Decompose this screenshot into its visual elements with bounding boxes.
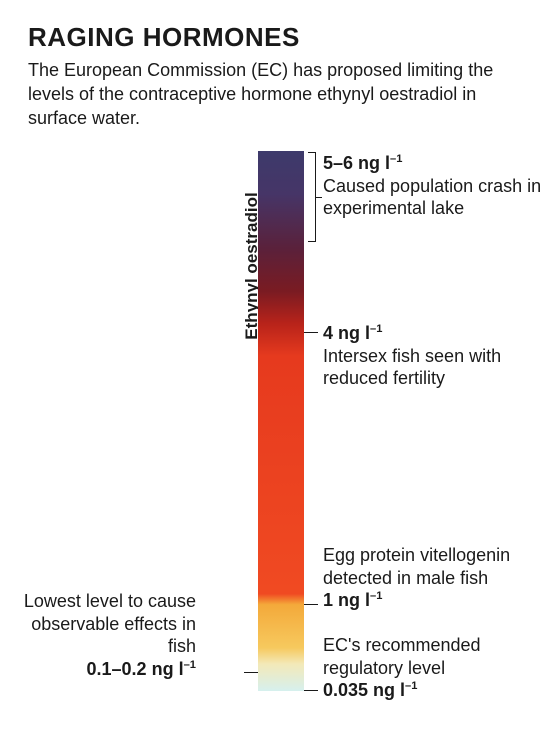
annotation-desc: Caused population crash in experimental … (323, 176, 541, 219)
annotation-lowest-effect: Lowest level to cause observable effects… (0, 590, 196, 680)
range-bracket-5-6 (308, 152, 316, 242)
concentration-scale-chart: Ethynyl oestradiol (nanograms per litre;… (28, 148, 516, 708)
annotation-value: 0.035 ng l–1 (323, 680, 417, 700)
bracket-stub (316, 197, 322, 198)
page-title: RAGING HORMONES (28, 22, 516, 53)
annotation-vitellogenin: Egg protein vitellogenin detected in mal… (323, 544, 543, 612)
annotation-ec-limit: EC's recommended regulatory level 0.035 … (323, 634, 523, 702)
annotation-desc: EC's recommended regulatory level (323, 635, 481, 678)
tick-4ng (304, 332, 318, 333)
tick-0.035ng (304, 690, 318, 691)
annotation-desc: Egg protein vitellogenin detected in mal… (323, 545, 510, 588)
annotation-desc: Intersex fish seen with reduced fertilit… (323, 346, 501, 389)
annotation-value: 0.1–0.2 ng l–1 (87, 659, 196, 679)
subtitle: The European Commission (EC) has propose… (28, 59, 516, 130)
annotation-desc: Lowest level to cause observable effects… (24, 591, 196, 656)
annotation-value: 5–6 ng l–1 (323, 153, 402, 173)
concentration-gradient-bar (258, 151, 304, 691)
annotation-intersex-fish: 4 ng l–1 Intersex fish seen with reduced… (323, 322, 543, 390)
annotation-value: 4 ng l–1 (323, 323, 382, 343)
tick-1ng (304, 604, 318, 605)
annotation-population-crash: 5–6 ng l–1 Caused population crash in ex… (323, 152, 543, 220)
annotation-value: 1 ng l–1 (323, 590, 382, 610)
tick-0.1-0.2ng (244, 672, 258, 673)
